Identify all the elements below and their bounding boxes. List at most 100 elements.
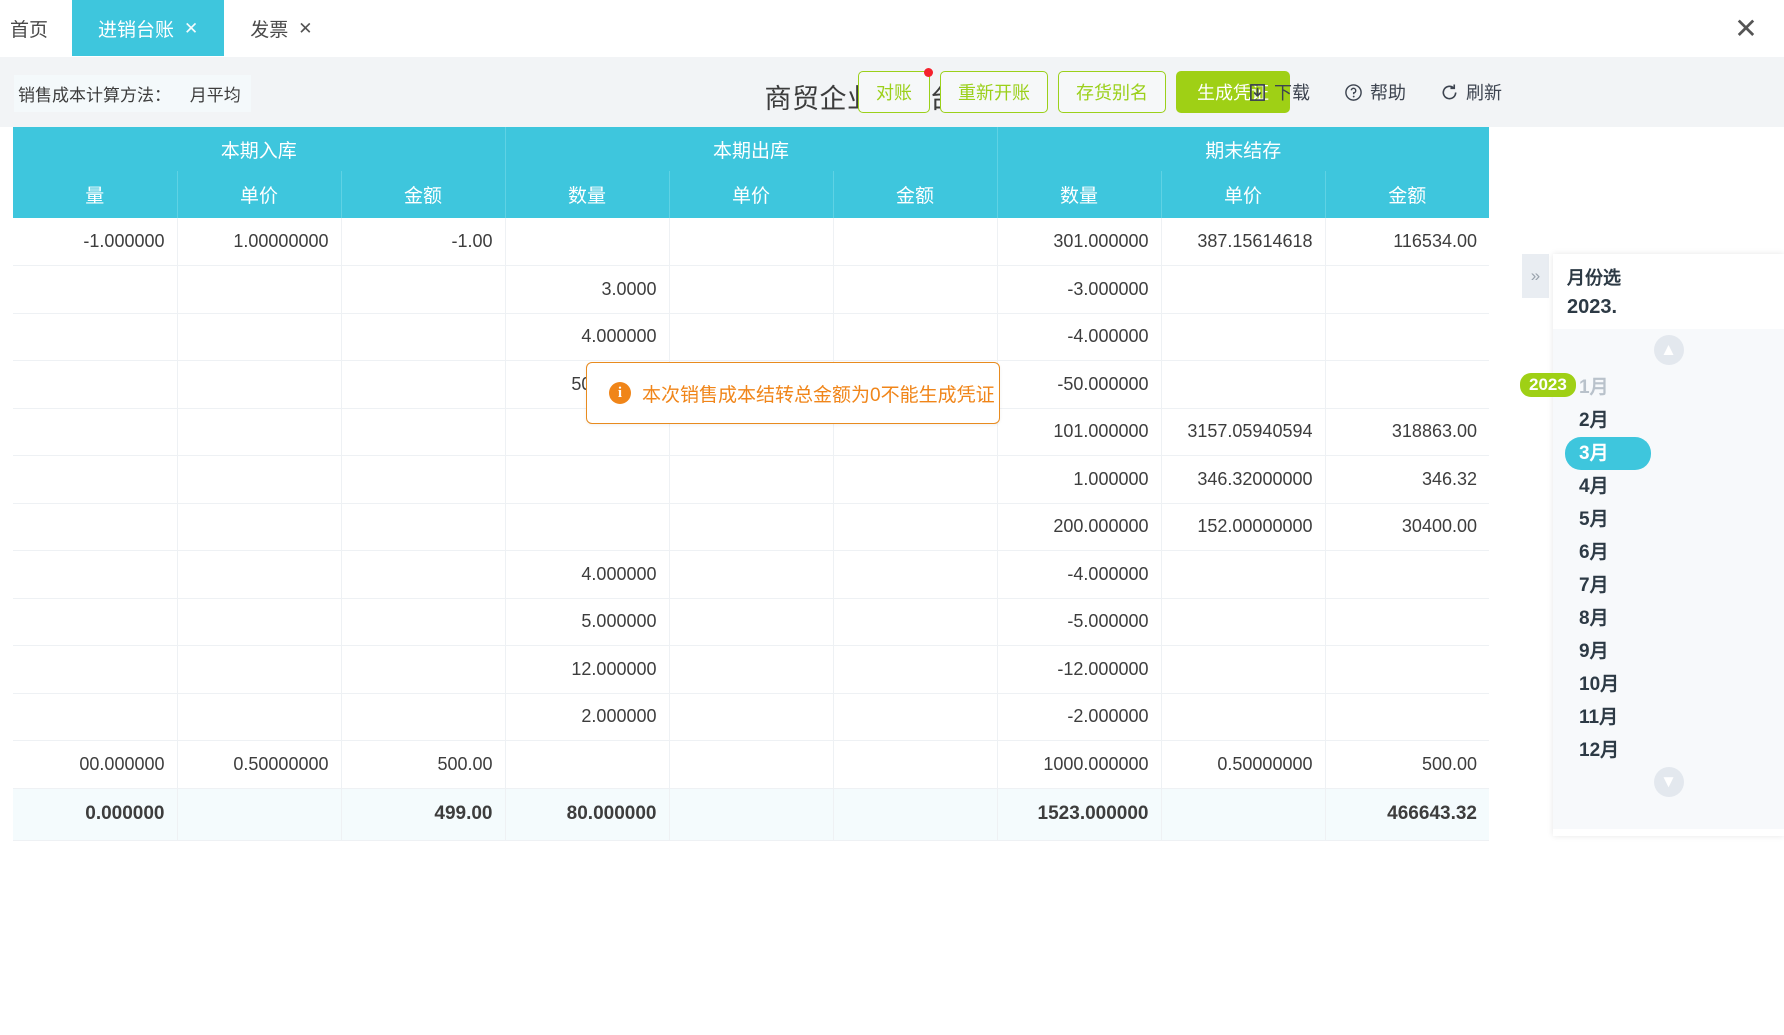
col-header-outbound-qty[interactable]: 数量 [505,171,670,218]
table-row[interactable]: -1.000000 1.00000000 -1.00 301.000000 387.15… [13,218,1489,266]
table-total-cell [177,788,342,841]
tab-bar: 首页 进销台账 ✕ 发票 ✕ ✕ [0,0,1784,57]
table-cell [505,218,670,266]
table-cell: 116534.00 [1325,218,1489,266]
table-cell [833,598,998,646]
voucher-warning-tooltip: i 本次销售成本结转总金额为0不能生成凭证 [586,362,1000,424]
tab-jinxiao-taizhang-label: 进销台账 [98,19,175,41]
month-item-9月[interactable]: 9月 [1579,641,1609,662]
table-row[interactable]: 2.000000 -2.000000 [13,693,1489,741]
table-row[interactable]: 12.000000 -12.000000 [13,645,1489,694]
table-total-cell: 1523.000000 [997,788,1162,841]
help-button[interactable]: 帮助 [1344,71,1406,113]
table-row[interactable]: 00.000000 0.50000000 500.00 1000.000000 0.50… [13,740,1489,789]
table-total-cell [833,788,998,841]
month-item-2月[interactable]: 2月 [1579,410,1609,431]
toolbar-plain-actions: 下载 帮助 刷新 [1248,71,1502,113]
chongxin-kaizhang-button[interactable]: 重新开账 [940,71,1048,113]
table-cell: 346.32 [1325,455,1489,504]
sales-cost-method-value: 月平均 [189,86,241,105]
col-header-inbound-qty[interactable]: 量 [13,171,178,218]
month-item-6月[interactable]: 6月 [1579,542,1609,563]
month-item-10月[interactable]: 10月 [1579,674,1620,695]
ledger-group-header-row: 本期入库 本期出库 期末结存 [13,127,1489,171]
month-item-5月[interactable]: 5月 [1579,509,1609,530]
table-cell [177,265,342,314]
chevron-double-up-icon[interactable]: ▲ [1653,335,1684,365]
col-header-inbound-amount[interactable]: 金额 [341,171,506,218]
table-cell: 0.50000000 [1161,740,1326,789]
col-header-outbound-price[interactable]: 单价 [669,171,834,218]
month-item-7月[interactable]: 7月 [1579,575,1609,596]
tab-jinxiao-taizhang[interactable]: 进销台账 ✕ [72,0,225,56]
table-cell [1161,360,1326,409]
table-cell [341,598,506,646]
table-cell [1161,265,1326,314]
year-chip: 2023 [1520,373,1576,397]
refresh-button[interactable]: 刷新 [1440,71,1502,113]
month-item-3月[interactable]: 3月 [1565,437,1651,470]
col-header-closing-price[interactable]: 单价 [1161,171,1326,218]
tab-close-icon[interactable]: ✕ [298,18,313,38]
table-cell [13,455,178,504]
table-cell [669,645,834,694]
month-item-1月[interactable]: 1月 [1579,377,1609,398]
month-item-11月[interactable]: 11月 [1579,707,1619,728]
col-header-outbound-amount[interactable]: 金额 [833,171,998,218]
month-selector-heading: 月份选 [1567,268,1621,288]
col-header-inbound-price[interactable]: 单价 [177,171,342,218]
tab-fapiao[interactable]: 发票 ✕ [224,0,338,56]
month-list: 1月 2月 3月 4月 5月 6月 7月 8月 9月 10月 11月 12月 [1553,371,1784,767]
table-row[interactable]: 4.000000 -4.000000 [13,313,1489,361]
month-item-8月[interactable]: 8月 [1579,608,1609,629]
table-cell: 0.50000000 [177,740,342,789]
table-cell: -1.000000 [13,218,178,266]
table-cell [833,313,998,361]
table-cell [13,408,178,456]
duizhang-button[interactable]: 对账 [858,71,930,113]
table-cell [13,360,178,409]
table-cell [1325,313,1489,361]
table-row[interactable]: 4.000000 -4.000000 [13,550,1489,599]
table-cell: 2.000000 [505,693,670,741]
month-item-12月[interactable]: 12月 [1579,740,1620,761]
table-cell: 346.32000000 [1161,455,1326,504]
table-cell [341,313,506,361]
col-header-closing-qty[interactable]: 数量 [997,171,1162,218]
table-row[interactable]: 3.0000 -3.000000 [13,265,1489,314]
table-cell [833,550,998,599]
table-cell [833,218,998,266]
table-row[interactable]: 200.000000 152.00000000 30400.00 [13,503,1489,551]
toolbar-button-group: 对账 重新开账 存货别名 生成凭证 [858,68,1290,113]
tab-close-icon[interactable]: ✕ [184,18,199,38]
table-cell: -2.000000 [997,693,1162,741]
table-cell [13,550,178,599]
table-cell: 318863.00 [1325,408,1489,456]
table-cell [1161,598,1326,646]
table-cell [1325,645,1489,694]
table-cell: 1000.000000 [997,740,1162,789]
table-cell [13,265,178,314]
table-row[interactable]: 5.000000 -5.000000 [13,598,1489,646]
month-item-4月[interactable]: 4月 [1579,476,1609,497]
cunhuo-bieming-button[interactable]: 存货别名 [1058,71,1166,113]
table-cell [1325,550,1489,599]
table-cell: 200.000000 [997,503,1162,551]
chevron-double-down-icon[interactable]: ▼ [1653,767,1684,797]
chevron-double-right-icon[interactable]: » [1522,254,1549,298]
refresh-label: 刷新 [1466,83,1502,103]
table-row[interactable]: 1.000000 346.32000000 346.32 [13,455,1489,504]
month-selector-year-value: 2023. [1567,296,1618,318]
tab-home[interactable]: 首页 [0,0,72,56]
col-header-closing-amount[interactable]: 金额 [1325,171,1489,218]
table-cell [833,265,998,314]
table-cell [505,455,670,504]
window-close-icon[interactable]: ✕ [1734,13,1758,44]
table-cell [505,503,670,551]
download-button[interactable]: 下载 [1248,71,1310,113]
ledger-table-body: -1.000000 1.00000000 -1.00 301.000000 387.15… [13,218,1489,841]
group-header-inbound: 本期入库 [13,127,506,171]
duizhang-button-wrap: 对账 [858,68,933,113]
table-cell [341,550,506,599]
table-cell [833,503,998,551]
